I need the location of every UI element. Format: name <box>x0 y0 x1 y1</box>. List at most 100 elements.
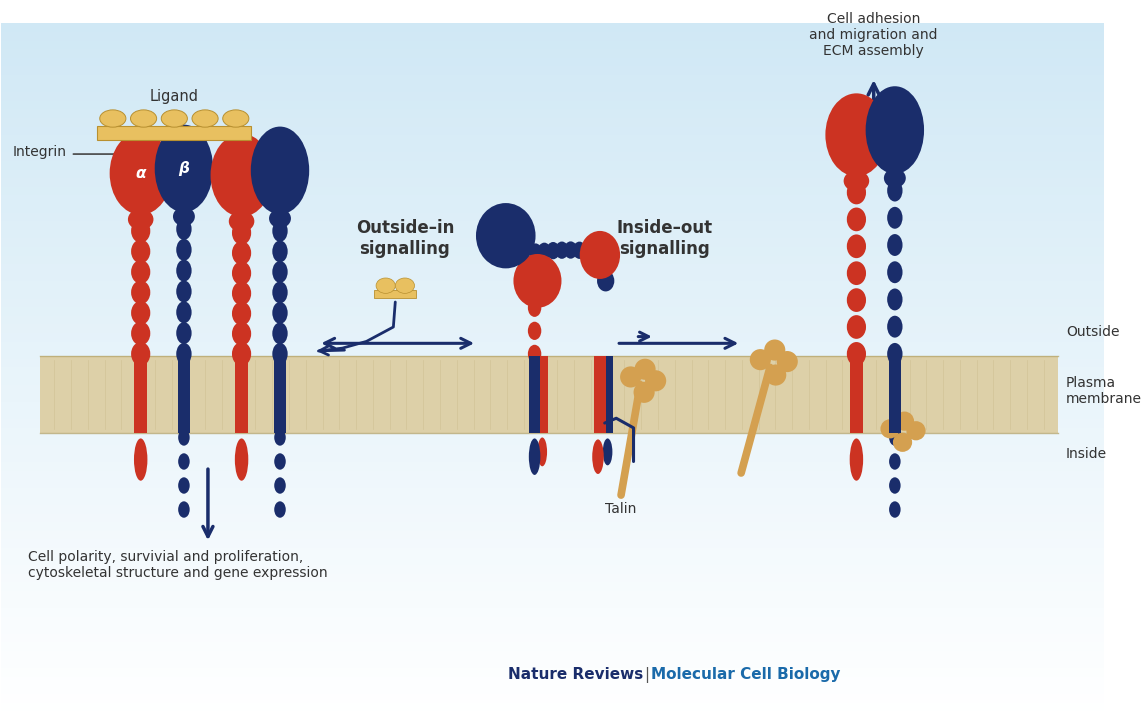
Ellipse shape <box>866 86 924 174</box>
Ellipse shape <box>177 239 192 261</box>
Bar <box>1 565 1104 574</box>
Bar <box>1 677 1104 685</box>
Bar <box>1 307 1104 316</box>
Ellipse shape <box>844 170 869 192</box>
Ellipse shape <box>766 364 786 386</box>
Ellipse shape <box>272 220 288 242</box>
Ellipse shape <box>881 420 900 438</box>
Ellipse shape <box>235 438 248 480</box>
Ellipse shape <box>177 301 192 323</box>
Bar <box>1 634 1104 642</box>
Ellipse shape <box>178 478 189 494</box>
Ellipse shape <box>177 281 192 302</box>
Bar <box>1 496 1104 505</box>
Ellipse shape <box>847 261 866 285</box>
Ellipse shape <box>274 430 286 445</box>
Ellipse shape <box>847 180 866 204</box>
Ellipse shape <box>173 207 195 226</box>
Bar <box>1 127 1104 135</box>
Bar <box>1 384 1104 393</box>
Bar <box>604 356 613 432</box>
Ellipse shape <box>131 281 150 304</box>
Ellipse shape <box>232 221 251 245</box>
Ellipse shape <box>377 278 395 294</box>
Bar <box>1 75 1104 84</box>
Ellipse shape <box>228 211 255 232</box>
Bar <box>1 616 1104 625</box>
Bar <box>1 195 1104 204</box>
Ellipse shape <box>272 241 288 262</box>
Ellipse shape <box>847 234 866 258</box>
Bar <box>1 625 1104 634</box>
Text: Integrin: Integrin <box>13 145 67 159</box>
Bar <box>1 144 1104 153</box>
Text: Outside: Outside <box>1065 325 1119 339</box>
Bar <box>595 356 606 432</box>
Bar <box>1 256 1104 264</box>
Ellipse shape <box>528 345 542 363</box>
Text: Talin: Talin <box>605 502 637 516</box>
Ellipse shape <box>907 421 925 440</box>
Ellipse shape <box>537 437 548 466</box>
Ellipse shape <box>178 430 189 445</box>
Ellipse shape <box>177 260 192 281</box>
Ellipse shape <box>250 127 309 214</box>
Ellipse shape <box>274 501 286 518</box>
Bar <box>889 356 901 432</box>
Ellipse shape <box>178 453 189 470</box>
Text: Ligand: Ligand <box>150 89 199 104</box>
Bar <box>1 84 1104 92</box>
Ellipse shape <box>590 243 604 261</box>
Ellipse shape <box>537 243 551 260</box>
Ellipse shape <box>274 478 286 494</box>
Bar <box>1 299 1104 307</box>
Bar <box>1 445 1104 453</box>
Bar <box>1 170 1104 178</box>
Ellipse shape <box>529 243 542 261</box>
Ellipse shape <box>232 301 251 325</box>
Ellipse shape <box>100 110 126 127</box>
Ellipse shape <box>887 234 902 256</box>
Bar <box>1 539 1104 548</box>
Ellipse shape <box>131 301 150 325</box>
Bar <box>40 356 1058 432</box>
Bar <box>1 479 1104 488</box>
Ellipse shape <box>592 440 604 474</box>
Ellipse shape <box>274 453 286 470</box>
Bar <box>1 49 1104 58</box>
Ellipse shape <box>887 289 902 311</box>
Bar <box>235 356 248 432</box>
Bar <box>374 291 417 298</box>
Bar <box>1 659 1104 668</box>
Ellipse shape <box>887 261 902 284</box>
Bar <box>1 591 1104 599</box>
Bar <box>1 213 1104 221</box>
Bar <box>1 273 1104 281</box>
Ellipse shape <box>645 370 666 392</box>
Ellipse shape <box>887 343 902 365</box>
Ellipse shape <box>847 315 866 339</box>
Bar <box>1 290 1104 299</box>
Text: Molecular Cell Biology: Molecular Cell Biology <box>651 667 840 682</box>
Ellipse shape <box>131 342 150 366</box>
Ellipse shape <box>528 321 542 340</box>
Bar <box>1 24 1104 32</box>
Ellipse shape <box>513 254 561 308</box>
Ellipse shape <box>529 438 541 475</box>
Ellipse shape <box>546 242 560 259</box>
Ellipse shape <box>825 93 887 176</box>
Ellipse shape <box>210 134 272 217</box>
Ellipse shape <box>889 453 901 470</box>
Ellipse shape <box>889 501 901 518</box>
Bar <box>1 247 1104 256</box>
Bar <box>1 419 1104 427</box>
Bar <box>1 367 1104 376</box>
Ellipse shape <box>889 478 901 494</box>
Ellipse shape <box>765 339 785 361</box>
Ellipse shape <box>847 208 866 231</box>
Ellipse shape <box>777 351 798 372</box>
Bar <box>1 574 1104 582</box>
Text: Cell adhesion
and migration and
ECM assembly: Cell adhesion and migration and ECM asse… <box>809 11 938 58</box>
Text: Plasma
membrane: Plasma membrane <box>1065 376 1142 407</box>
Ellipse shape <box>582 242 595 260</box>
